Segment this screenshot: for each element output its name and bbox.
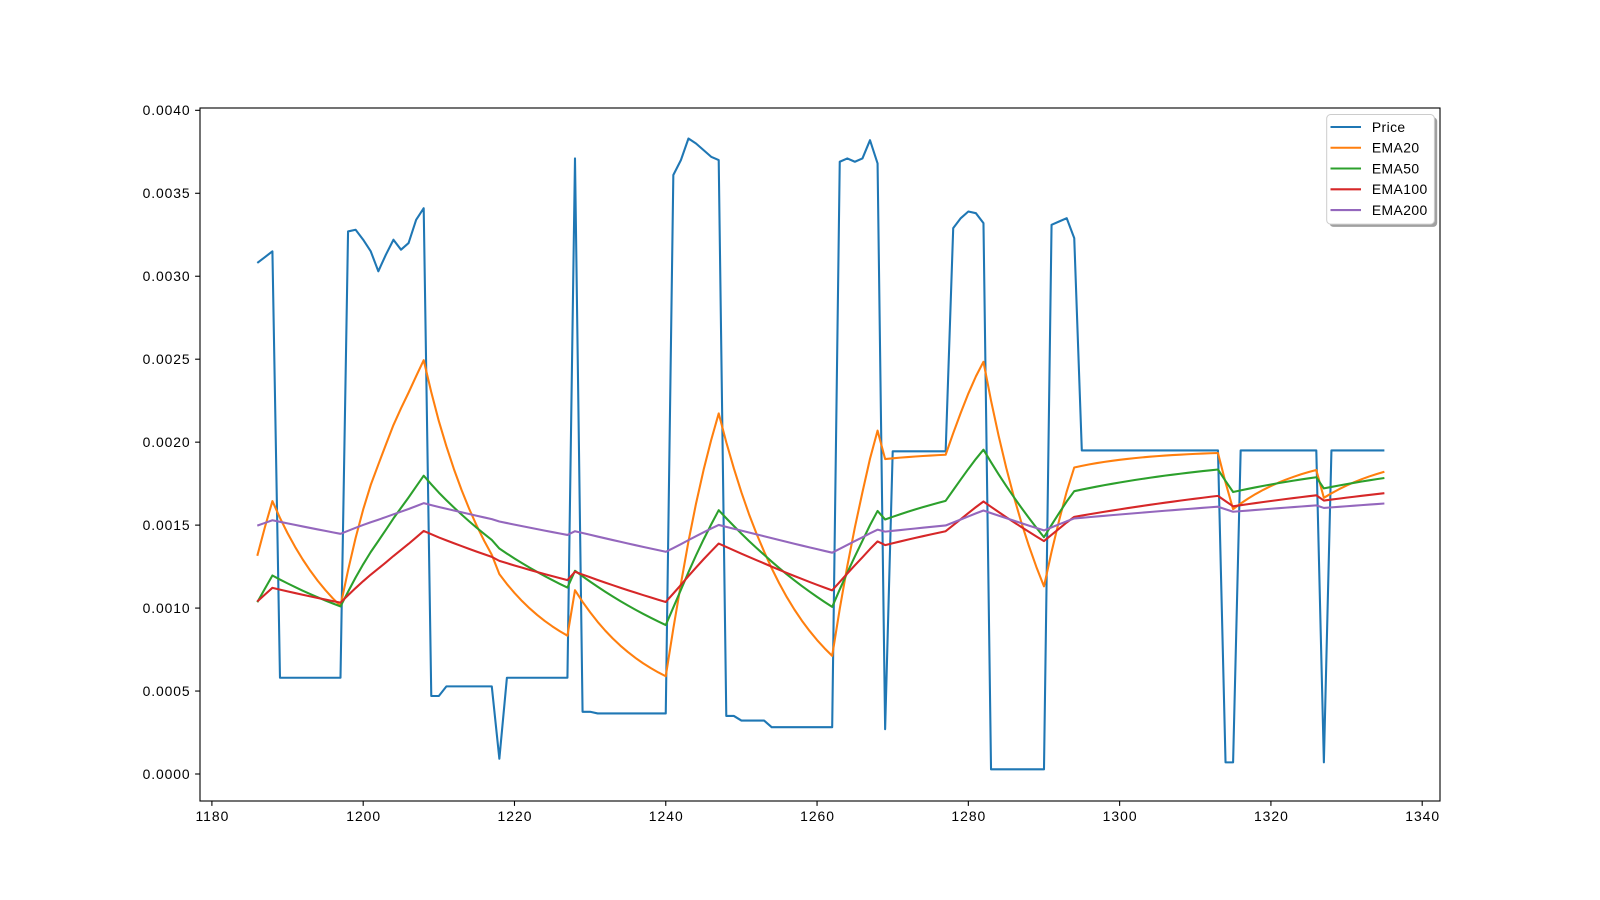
svg-text:0.0005: 0.0005 xyxy=(143,683,191,699)
svg-text:1340: 1340 xyxy=(1405,808,1440,824)
svg-text:0.0015: 0.0015 xyxy=(143,517,191,533)
svg-text:1240: 1240 xyxy=(649,808,684,824)
svg-text:1320: 1320 xyxy=(1254,808,1289,824)
svg-text:0.0020: 0.0020 xyxy=(143,434,191,450)
svg-text:EMA20: EMA20 xyxy=(1372,140,1420,156)
svg-text:Price: Price xyxy=(1372,119,1406,135)
svg-text:0.0035: 0.0035 xyxy=(143,185,191,201)
svg-text:EMA100: EMA100 xyxy=(1372,181,1428,197)
svg-text:EMA200: EMA200 xyxy=(1372,202,1428,218)
svg-text:0.0010: 0.0010 xyxy=(143,600,191,616)
svg-text:1280: 1280 xyxy=(951,808,986,824)
svg-text:1200: 1200 xyxy=(346,808,381,824)
svg-text:EMA50: EMA50 xyxy=(1372,160,1420,176)
svg-text:1180: 1180 xyxy=(195,808,229,824)
svg-text:1220: 1220 xyxy=(498,808,533,824)
svg-text:0.0030: 0.0030 xyxy=(143,268,191,284)
svg-text:0.0040: 0.0040 xyxy=(143,102,191,118)
svg-text:0.0025: 0.0025 xyxy=(143,351,191,367)
svg-text:1300: 1300 xyxy=(1103,808,1138,824)
svg-text:0.0000: 0.0000 xyxy=(143,766,191,782)
svg-text:1260: 1260 xyxy=(800,808,835,824)
